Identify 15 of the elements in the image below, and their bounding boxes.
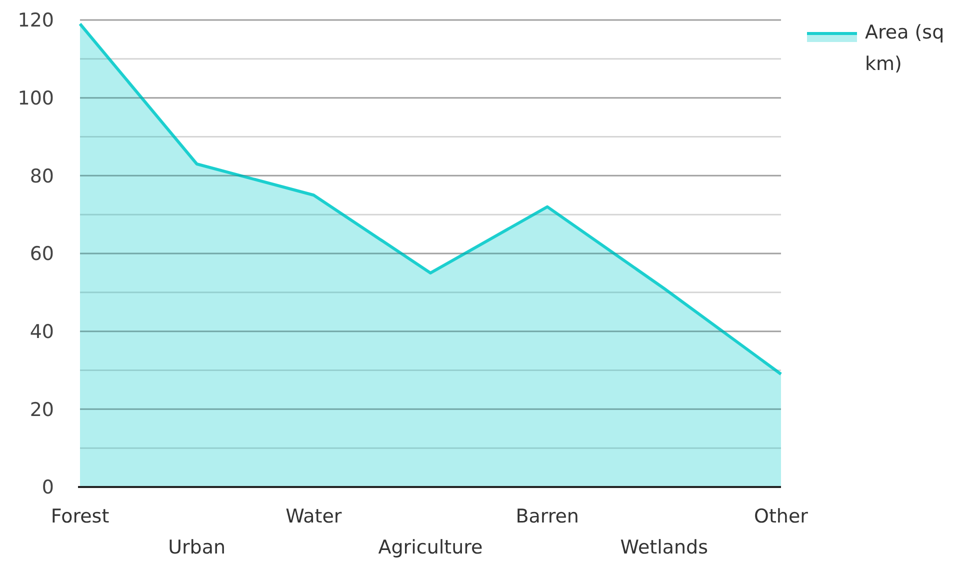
y-tick-label: 0 [42, 476, 54, 499]
x-tick-label: Water [286, 506, 342, 528]
y-tick-label: 80 [30, 165, 54, 188]
x-tick-label: Agriculture [378, 536, 483, 559]
legend-label: Area (sq km) [865, 22, 944, 75]
x-tick-label: Urban [168, 536, 226, 559]
y-tick-label: 20 [30, 398, 54, 421]
y-tick-label: 120 [18, 10, 54, 32]
y-tick-label: 40 [30, 320, 54, 343]
x-tick-label: Other [754, 506, 808, 528]
x-tick-label: Barren [516, 506, 579, 528]
y-tick-label: 100 [18, 87, 54, 110]
x-tick-label: Wetlands [620, 536, 708, 559]
x-tick-label: Forest [50, 506, 110, 528]
y-tick-label: 60 [30, 243, 54, 266]
